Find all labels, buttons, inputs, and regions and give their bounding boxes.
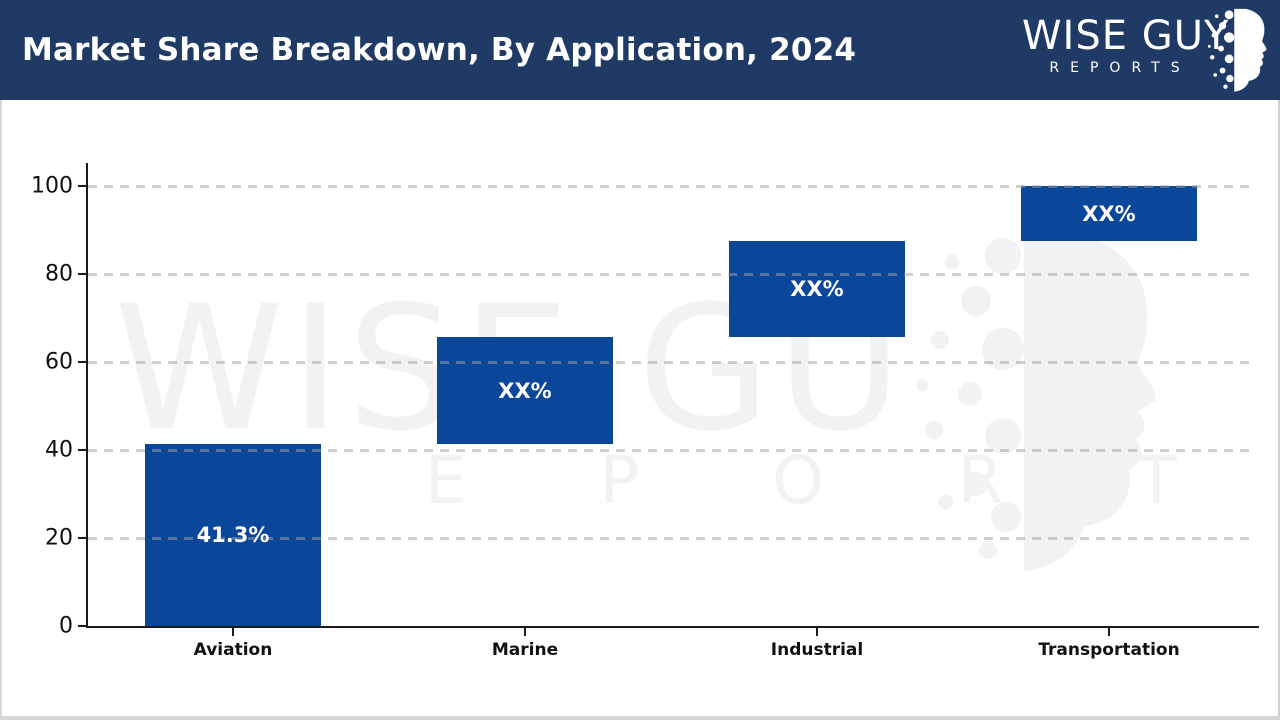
gridline-100 [88,185,1255,188]
chart-canvas: WISE GU R E P O R T S 020406080100Aviati… [0,100,1280,720]
logo-wordmark: WISE GUY [1022,13,1230,59]
logo-text: WISE GUY REPORTS [1022,13,1230,76]
gridline-20 [88,537,1255,540]
xtick-label-marine: Marine [491,640,559,660]
bar-marine [437,337,613,445]
ytick-label-80: 80 [45,261,73,287]
ytick-mark-20 [78,537,86,539]
wise-guy-logo: WISE GUY REPORTS [1022,0,1272,100]
logo-subtitle: REPORTS [1049,60,1191,76]
ytick-label-40: 40 [45,437,73,463]
xtick-label-aviation: Aviation [193,640,273,660]
bar-value-label-transportation: XX% [1082,201,1136,226]
gridline-40 [88,449,1255,452]
bar-aviation [145,444,321,626]
xtick-mark-marine [524,628,526,636]
ytick-label-100: 100 [31,173,73,199]
gridline-60 [88,361,1255,364]
ytick-mark-60 [78,361,86,363]
ytick-label-60: 60 [45,349,73,375]
ytick-mark-80 [78,273,86,275]
header-bar: Market Share Breakdown, By Application, … [0,0,1280,100]
xtick-label-industrial: Industrial [770,640,864,660]
x-axis-spine [86,626,1259,628]
bar-value-label-industrial: XX% [790,277,844,302]
xtick-mark-transportation [1108,628,1110,636]
ytick-mark-40 [78,449,86,451]
bar-transportation [1021,186,1197,241]
ytick-label-20: 20 [45,525,73,551]
bar-value-label-aviation: 41.3% [196,523,270,548]
bar-industrial [729,241,905,338]
y-axis-spine [86,163,88,628]
bar-value-label-marine: XX% [498,378,552,403]
bottom-border [0,716,1280,720]
ytick-mark-0 [78,625,86,627]
xtick-mark-aviation [232,628,234,636]
gridline-80 [88,273,1255,276]
xtick-mark-industrial [816,628,818,636]
ytick-label-0: 0 [59,613,73,639]
watermark-dot-head-icon [882,220,1172,584]
page-title: Market Share Breakdown, By Application, … [22,32,857,68]
xtick-label-transportation: Transportation [1038,640,1180,660]
dot-head-icon [1202,6,1268,98]
ytick-mark-100 [78,185,86,187]
